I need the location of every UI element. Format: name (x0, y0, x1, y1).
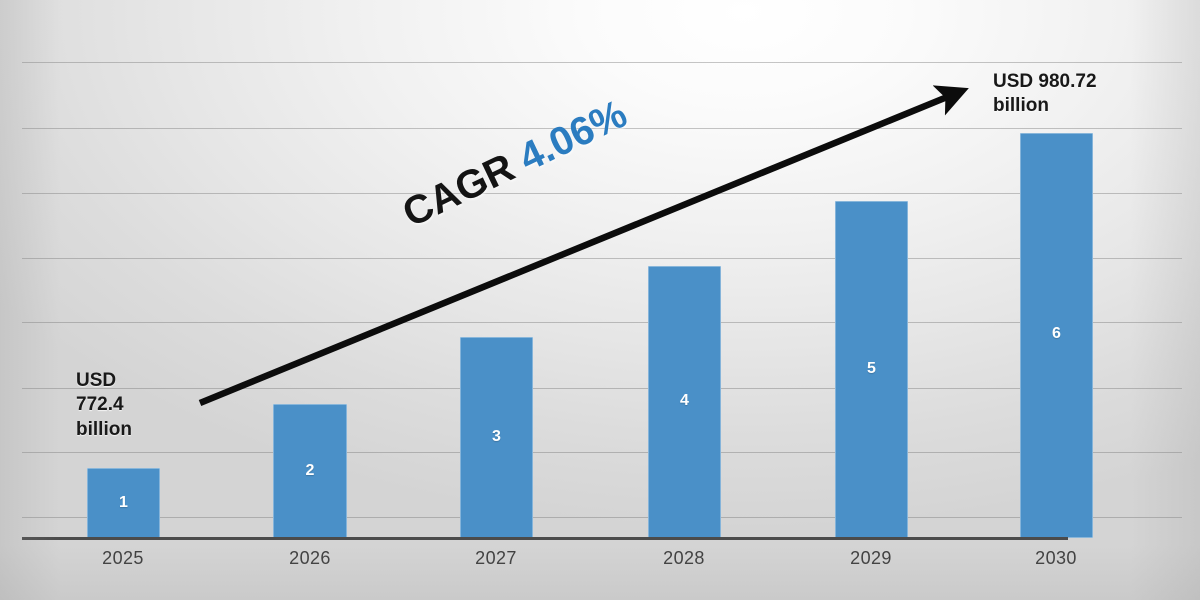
bar-value-label: 2 (305, 462, 315, 479)
gridline (22, 517, 1182, 518)
end-value-callout: USD 980.72 billion (993, 71, 1097, 117)
start-value-callout: USD 772.4 billion (76, 370, 132, 440)
bar-2030[interactable]: 6 (1020, 133, 1093, 538)
bar-2027[interactable]: 3 (460, 337, 533, 538)
bar-value-label: 6 (1052, 325, 1061, 342)
x-tick-2025: 2025 (102, 548, 144, 568)
bar-2026[interactable]: 2 (273, 404, 347, 538)
x-tick-2029: 2029 (850, 548, 892, 568)
gridline (22, 258, 1182, 259)
gridline (22, 388, 1182, 389)
x-tick-2026: 2026 (289, 548, 331, 568)
bar-2028[interactable]: 4 (648, 266, 721, 538)
x-axis-line (22, 537, 1068, 540)
bar-2029[interactable]: 5 (835, 201, 908, 538)
bar-value-label: 4 (680, 392, 689, 409)
gridline (22, 128, 1182, 129)
bar-value-label: 5 (867, 360, 876, 377)
gridline (22, 322, 1182, 323)
gridline (22, 452, 1182, 453)
bar-value-label: 1 (119, 494, 128, 511)
gridline (22, 62, 1182, 63)
x-tick-2030: 2030 (1035, 548, 1077, 568)
x-tick-2027: 2027 (475, 548, 517, 568)
x-tick-2028: 2028 (663, 548, 705, 568)
bar-value-label: 3 (492, 428, 501, 445)
bar-2025[interactable]: 1 (87, 468, 160, 538)
gridline (22, 193, 1182, 194)
